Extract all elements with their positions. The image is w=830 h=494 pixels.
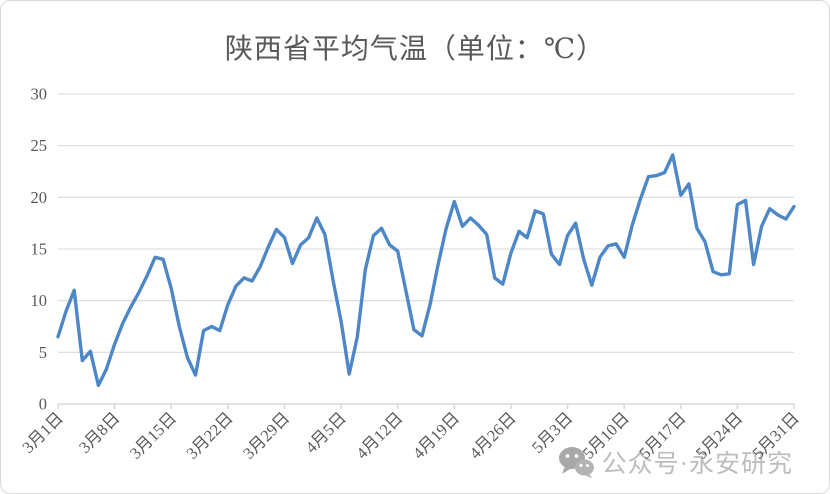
x-tick-label: 4月26日	[465, 408, 519, 462]
y-tick-label: 30	[31, 85, 48, 104]
x-tick-label: 4月19日	[409, 408, 463, 462]
x-tick-label: 5月3日	[528, 408, 576, 456]
x-tick-label: 3月15日	[126, 408, 180, 462]
y-tick-label: 0	[39, 395, 47, 414]
y-tick-label: 15	[31, 240, 48, 259]
x-tick-label: 4月12日	[352, 408, 406, 462]
watermark-text: 公众号·永安研究	[601, 451, 793, 478]
x-tick-label: 5月17日	[635, 408, 689, 462]
x-tick-label: 5月31日	[749, 408, 803, 462]
y-tick-label: 10	[31, 291, 48, 310]
y-tick-label: 20	[31, 188, 48, 207]
chart-title: 陕西省平均气温（单位：℃）	[224, 34, 606, 65]
x-tick-label: 4月5日	[301, 408, 349, 456]
wechat-icon	[558, 446, 595, 479]
watermark: 公众号·永安研究	[558, 444, 793, 480]
y-tick-label: 25	[31, 136, 48, 155]
x-tick-label: 3月29日	[239, 408, 293, 462]
x-tick-label: 3月22日	[182, 408, 236, 462]
x-tick-label: 5月10日	[579, 408, 633, 462]
x-tick-label: 3月8日	[75, 408, 123, 456]
x-tick-label: 3月1日	[18, 408, 66, 456]
y-tick-label: 5	[39, 343, 47, 362]
x-tick-label: 5月24日	[692, 408, 746, 462]
temperature-series-line	[56, 153, 796, 388]
